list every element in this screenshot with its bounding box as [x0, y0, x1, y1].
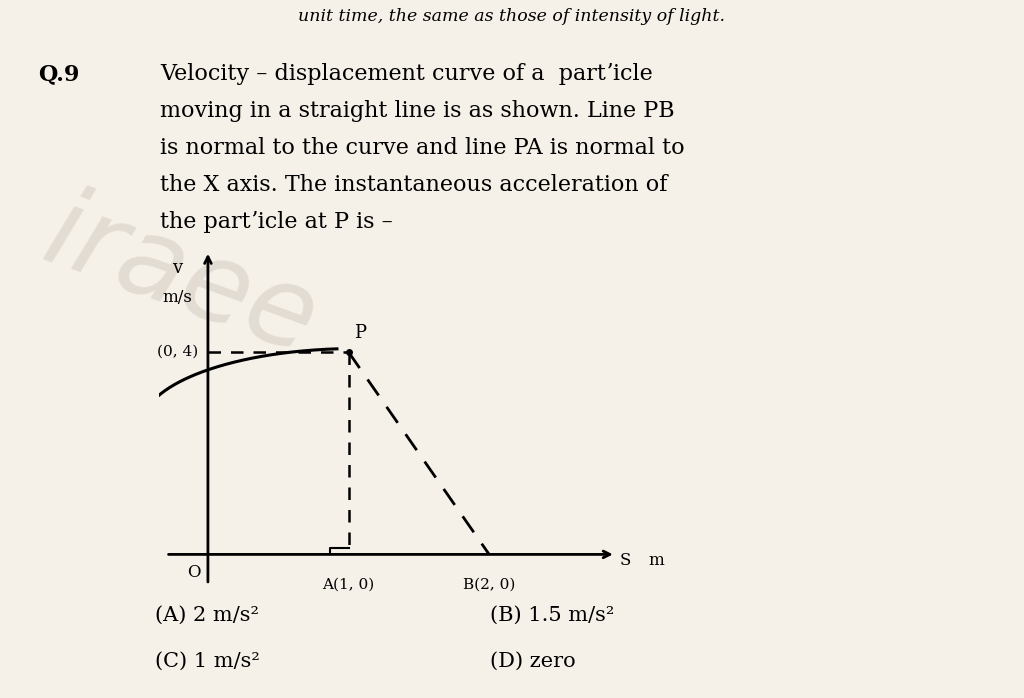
Text: B(2, 0): B(2, 0) [463, 577, 515, 591]
Text: A(1, 0): A(1, 0) [323, 577, 375, 591]
Text: S: S [620, 552, 631, 569]
Text: (0, 4): (0, 4) [157, 345, 198, 359]
Text: the X axis. The instantaneous acceleration of: the X axis. The instantaneous accelerati… [160, 174, 668, 196]
Text: unit time, the same as those of intensity of light.: unit time, the same as those of intensit… [299, 8, 725, 25]
Text: Q.9: Q.9 [38, 63, 80, 85]
Text: O: O [187, 564, 201, 581]
Text: m/s: m/s [162, 289, 191, 306]
Text: moving in a straight line is as shown. Line PB: moving in a straight line is as shown. L… [160, 100, 675, 122]
Text: Velocity – displacement curve of a  partʼicle: Velocity – displacement curve of a partʼ… [160, 63, 652, 85]
Text: the partʼicle at P is –: the partʼicle at P is – [160, 211, 393, 233]
Text: is normal to the curve and line PA is normal to: is normal to the curve and line PA is no… [160, 137, 685, 159]
Text: (D) zero: (D) zero [490, 652, 575, 671]
Text: P: P [354, 324, 367, 342]
Text: m: m [648, 552, 664, 569]
Text: (A) 2 m/s²: (A) 2 m/s² [155, 606, 259, 625]
Text: (C) 1 m/s²: (C) 1 m/s² [155, 652, 260, 671]
Text: iraee: iraee [30, 179, 331, 376]
Text: (B) 1.5 m/s²: (B) 1.5 m/s² [490, 606, 614, 625]
Text: v: v [172, 258, 182, 276]
